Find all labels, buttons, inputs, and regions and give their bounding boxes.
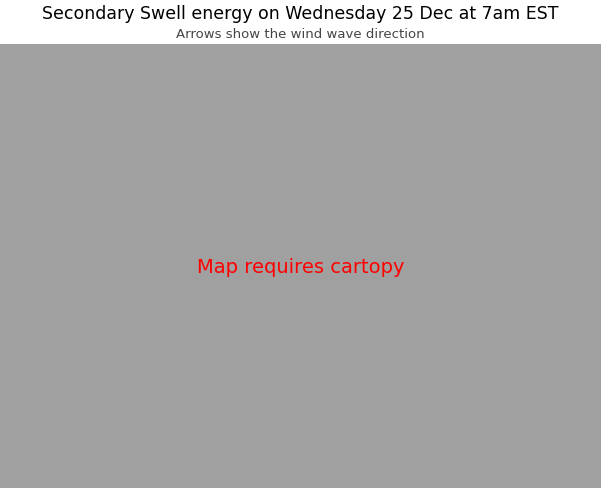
- Text: Map requires cartopy: Map requires cartopy: [197, 257, 404, 276]
- Text: Secondary Swell energy on Wednesday 25 Dec at 7am EST: Secondary Swell energy on Wednesday 25 D…: [42, 4, 559, 22]
- Text: Arrows show the wind wave direction: Arrows show the wind wave direction: [176, 27, 425, 41]
